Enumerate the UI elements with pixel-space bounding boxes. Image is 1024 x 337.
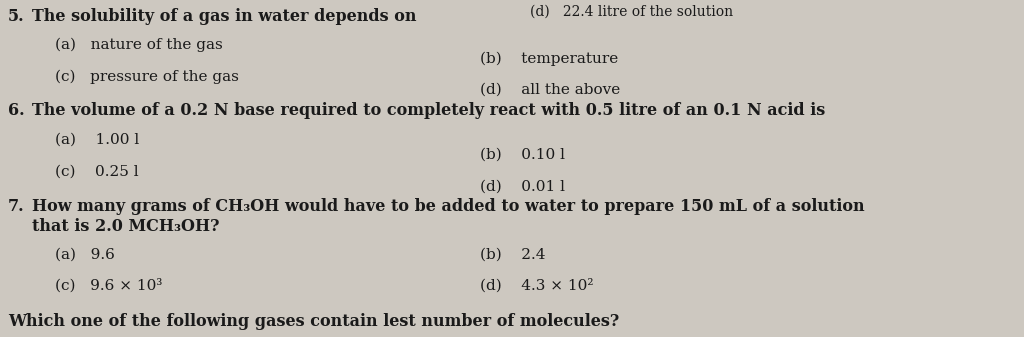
Text: (b)    temperature: (b) temperature [480, 52, 618, 66]
Text: 5.: 5. [8, 8, 25, 25]
Text: (c)   pressure of the gas: (c) pressure of the gas [55, 70, 239, 84]
Text: (b)    0.10 l: (b) 0.10 l [480, 148, 565, 162]
Text: (b)    2.4: (b) 2.4 [480, 248, 546, 262]
Text: (a)   nature of the gas: (a) nature of the gas [55, 38, 223, 52]
Text: that is 2.0 MCH₃OH?: that is 2.0 MCH₃OH? [32, 218, 219, 235]
Text: How many grams of CH₃OH would have to be added to water to prepare 150 mL of a s: How many grams of CH₃OH would have to be… [32, 198, 864, 215]
Text: (a)    1.00 l: (a) 1.00 l [55, 133, 139, 147]
Text: (c)    0.25 l: (c) 0.25 l [55, 165, 138, 179]
Text: (a)   9.6: (a) 9.6 [55, 248, 115, 262]
Text: The solubility of a gas in water depends on: The solubility of a gas in water depends… [32, 8, 417, 25]
Text: The volume of a 0.2 N base required to completely react with 0.5 litre of an 0.1: The volume of a 0.2 N base required to c… [32, 102, 825, 119]
Text: 7.: 7. [8, 198, 25, 215]
Text: Which one of the following gases contain lest number of molecules?: Which one of the following gases contain… [8, 313, 620, 330]
Text: (d)    0.01 l: (d) 0.01 l [480, 180, 565, 194]
Text: 6.: 6. [8, 102, 25, 119]
Text: (d)   22.4 litre of the solution: (d) 22.4 litre of the solution [530, 5, 733, 19]
Text: (d)    all the above: (d) all the above [480, 83, 621, 97]
Text: (c)   9.6 × 10³: (c) 9.6 × 10³ [55, 278, 163, 292]
Text: (d)    4.3 × 10²: (d) 4.3 × 10² [480, 278, 594, 292]
